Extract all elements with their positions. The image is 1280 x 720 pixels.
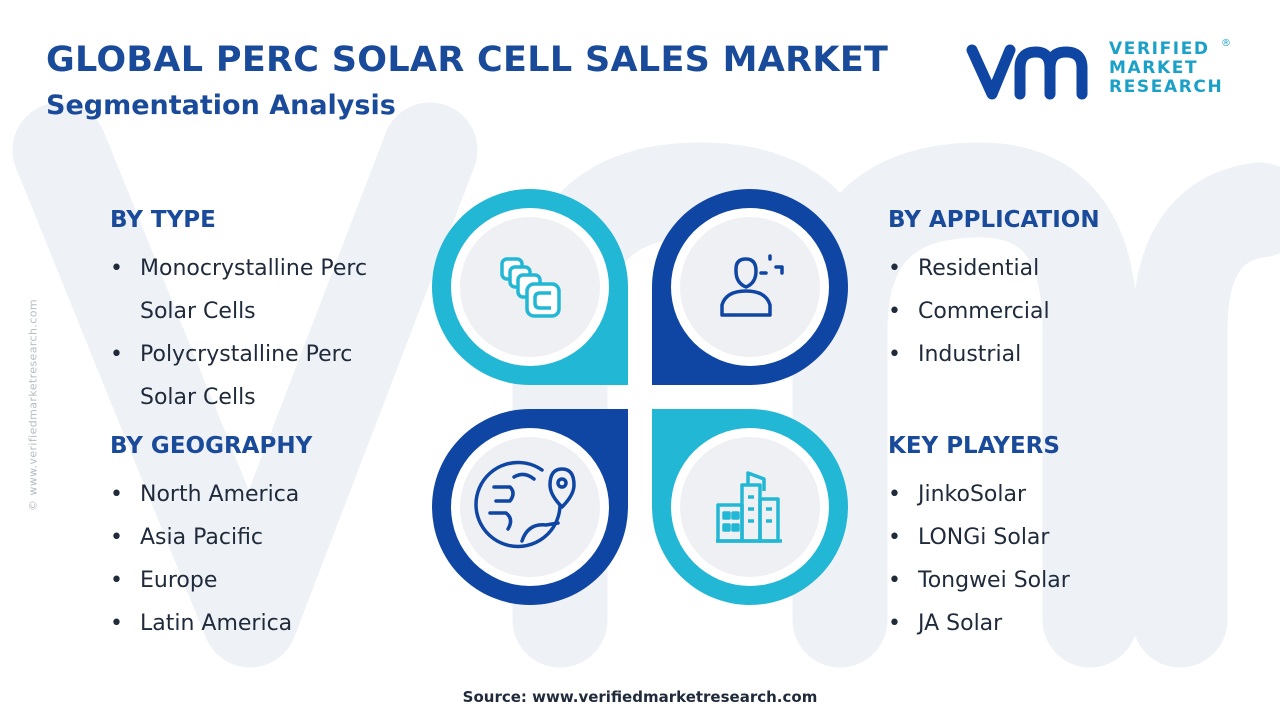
segment-by-application: BY APPLICATION Residential Commercial In… (888, 207, 1100, 376)
segment-by-geography: BY GEOGRAPHY North America Asia Pacific … (110, 433, 312, 645)
vmr-logo-wordmark: VERIFIED MARKET RESEARCH ® (1109, 38, 1234, 97)
logo-line-market: MARKET (1109, 58, 1199, 78)
list-item: Latin America (110, 602, 312, 645)
user-target-icon (720, 254, 784, 317)
segmentation-hub (432, 189, 848, 605)
source-label: Source: (462, 688, 527, 706)
list-item: Asia Pacific (110, 516, 312, 559)
segment-heading: BY GEOGRAPHY (110, 433, 313, 459)
quadrant-key-players (652, 409, 848, 605)
stacked-cells-icon (500, 257, 561, 318)
quadrant-application (652, 189, 848, 385)
list-item-continuation: Solar Cells (140, 299, 256, 324)
list-item: Commercial (888, 290, 1100, 333)
segment-heading: BY TYPE (110, 207, 216, 233)
list-item: Polycrystalline Perc (110, 333, 367, 376)
segment-heading: KEY PLAYERS (888, 433, 1060, 459)
list-item: Europe (110, 559, 312, 602)
source-note: Source: www.verifiedmarketresearch.com (0, 688, 1280, 706)
list-item: JinkoSolar (888, 473, 1070, 516)
segment-heading: BY APPLICATION (888, 207, 1100, 233)
vmr-logo: VERIFIED MARKET RESEARCH ® (964, 38, 1234, 104)
list-item: Monocrystalline Perc (110, 247, 367, 290)
globe-pin-icon (474, 460, 576, 549)
quadrant-geography (432, 409, 628, 605)
page-title: GLOBAL PERC SOLAR CELL SALES MARKET (46, 40, 889, 80)
segment-list: Residential Commercial Industrial (888, 247, 1100, 376)
list-item: North America (110, 473, 312, 516)
registered-mark: ® (1221, 38, 1231, 49)
list-item: LONGi Solar (888, 516, 1070, 559)
list-item: Residential (888, 247, 1100, 290)
logo-line-research: RESEARCH (1109, 77, 1224, 97)
segment-list: JinkoSolar LONGi Solar Tongwei Solar JA … (888, 473, 1070, 645)
segment-list: North America Asia Pacific Europe Latin … (110, 473, 312, 645)
source-url: www.verifiedmarketresearch.com (532, 688, 818, 706)
list-item: Tongwei Solar (888, 559, 1070, 602)
quadrant-type (432, 189, 628, 385)
vmr-logo-mark (966, 44, 1088, 100)
page-subtitle: Segmentation Analysis (46, 90, 396, 121)
segment-by-type: BY TYPE Monocrystalline Perc Solar Cells… (110, 207, 367, 419)
list-item: Industrial (888, 333, 1100, 376)
logo-line-verified: VERIFIED (1109, 39, 1210, 59)
segment-list: Monocrystalline Perc Solar Cells Polycry… (110, 247, 367, 419)
buildings-icon (716, 471, 782, 543)
segment-key-players: KEY PLAYERS JinkoSolar LONGi Solar Tongw… (888, 433, 1070, 645)
list-item: JA Solar (888, 602, 1070, 645)
list-item-continuation: Solar Cells (140, 385, 256, 410)
side-watermark-url: © www.verifiedmarketresearch.com (26, 299, 40, 511)
